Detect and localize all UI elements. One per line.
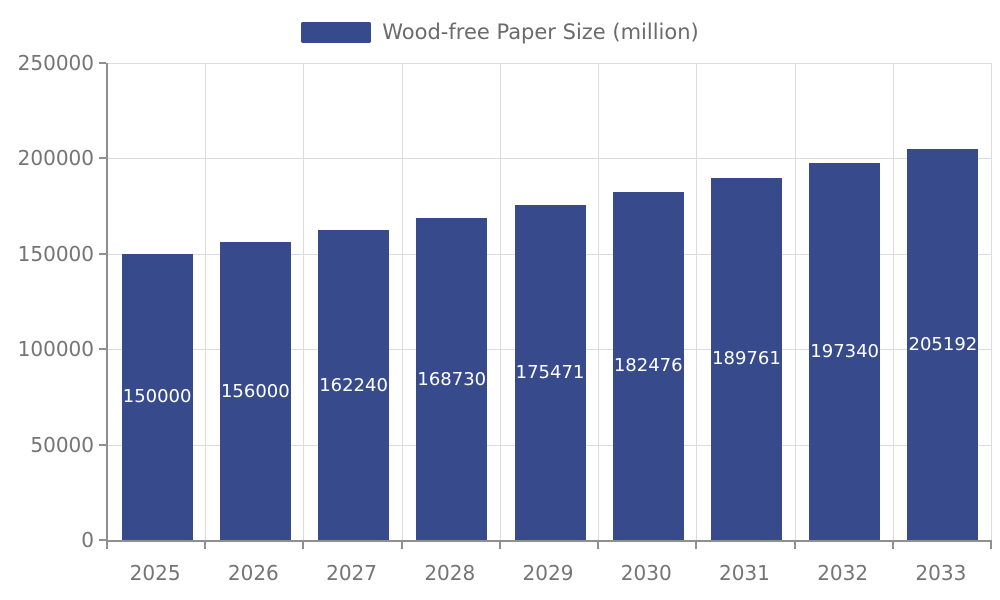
bar: 156000 — [219, 242, 291, 540]
x-tick-label: 2029 — [522, 561, 574, 585]
legend-swatch — [301, 21, 372, 43]
bar: 150000 — [121, 253, 193, 540]
bar: 197340 — [809, 163, 881, 540]
x-tick-label: 2032 — [817, 561, 869, 585]
x-tick-label: 2025 — [129, 561, 181, 585]
bar: 168730 — [416, 218, 488, 540]
x-tick-mark — [695, 542, 698, 549]
bar-value-label: 205192 — [908, 333, 978, 355]
y-tick-mark — [99, 443, 106, 446]
y-tick-mark — [99, 539, 106, 541]
x-tick-label: 2026 — [227, 561, 279, 585]
bar-value-label: 156000 — [220, 380, 290, 402]
v-gridline — [401, 63, 403, 540]
y-tick-mark — [99, 62, 106, 64]
x-tick-mark — [106, 542, 108, 549]
x-tick-mark — [302, 542, 305, 549]
v-gridline — [205, 63, 207, 540]
bar-value-label: 168730 — [417, 368, 487, 390]
v-gridline — [991, 63, 992, 540]
legend[interactable]: Wood-free Paper Size (million) — [0, 20, 1000, 44]
y-tick-label: 100000 — [17, 337, 94, 362]
bar-value-label: 182476 — [613, 355, 683, 377]
x-tick-label: 2031 — [718, 561, 770, 585]
h-gridline — [108, 158, 992, 160]
plot-area: 150000 156000 162240 168730 175471 182476 1897… — [106, 63, 992, 542]
x-tick-mark — [204, 542, 207, 549]
bar-value-label: 189761 — [712, 348, 781, 370]
x-tick-mark — [990, 542, 992, 549]
v-gridline — [303, 63, 305, 540]
bar: 182476 — [612, 191, 684, 540]
y-tick-label: 150000 — [17, 241, 94, 266]
v-gridline — [499, 63, 501, 540]
x-tick-mark — [498, 542, 501, 549]
v-gridline — [892, 63, 894, 540]
bar-value-label: 150000 — [122, 386, 192, 408]
v-gridline — [794, 63, 796, 540]
legend-label: Wood-free Paper Size (million) — [382, 20, 699, 44]
x-tick-label: 2028 — [424, 561, 476, 585]
y-tick-label: 200000 — [17, 146, 94, 171]
bar: 189761 — [710, 177, 782, 540]
bar: 175471 — [514, 205, 586, 540]
y-tick-mark — [99, 157, 106, 160]
y-tick-label: 0 — [81, 528, 94, 552]
bar-value-label: 162240 — [319, 374, 388, 396]
x-tick-label: 2030 — [620, 561, 672, 585]
y-tick-label: 50000 — [30, 432, 94, 457]
h-gridline — [108, 63, 992, 64]
x-tick-mark — [597, 542, 600, 549]
y-tick-mark — [99, 252, 106, 255]
bar-value-label: 197340 — [810, 341, 880, 363]
bar: 205192 — [907, 148, 979, 540]
bar: 162240 — [318, 230, 390, 540]
x-tick-mark — [793, 542, 796, 549]
bar-value-label: 175471 — [515, 362, 585, 384]
x-tick-mark — [400, 542, 403, 549]
x-tick-mark — [891, 542, 894, 549]
y-tick-mark — [99, 348, 106, 351]
x-tick-label: 2027 — [326, 561, 377, 585]
x-tick-label: 2033 — [915, 561, 967, 585]
v-gridline — [598, 63, 600, 540]
v-gridline — [696, 63, 698, 540]
y-tick-label: 250000 — [17, 51, 94, 75]
